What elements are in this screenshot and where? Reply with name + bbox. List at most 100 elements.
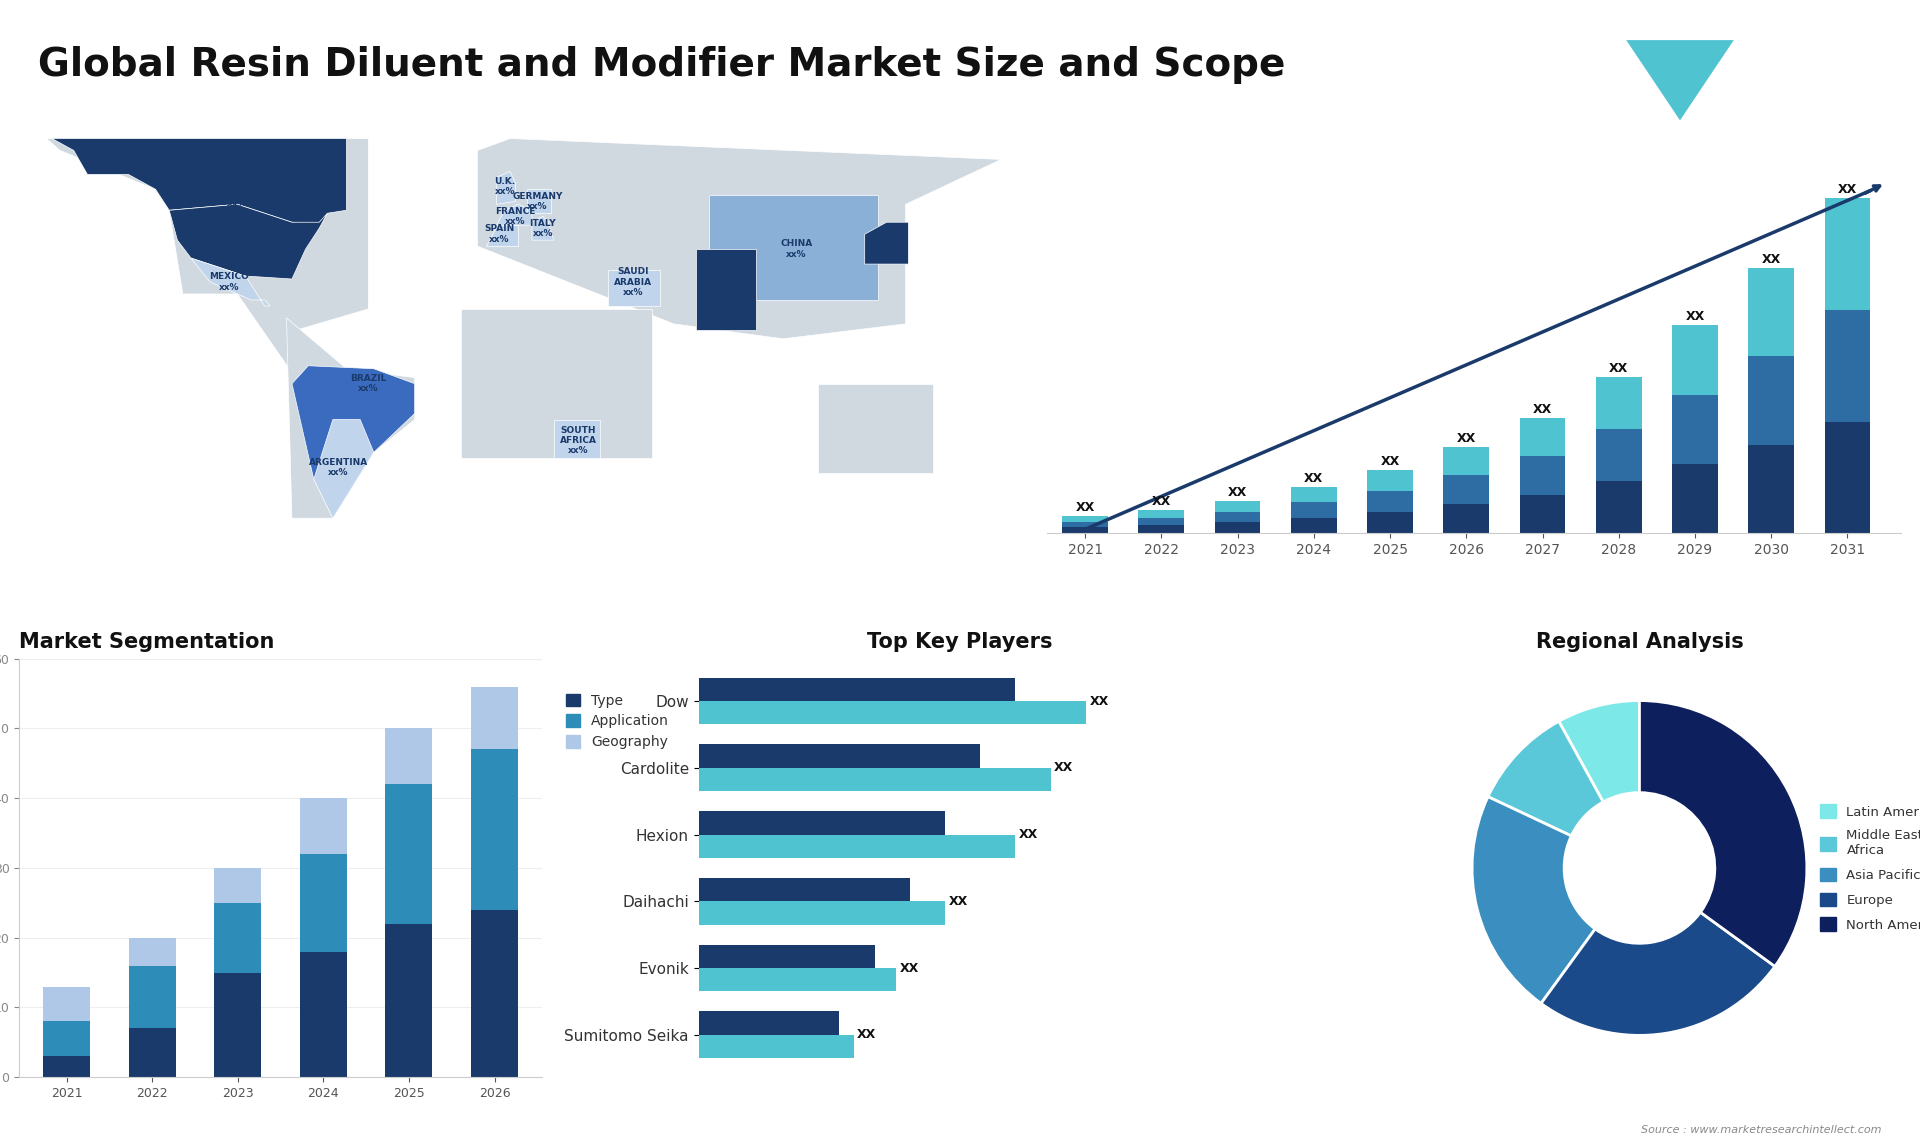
Bar <box>42 1021 90 1057</box>
Bar <box>215 973 261 1077</box>
Bar <box>1596 430 1642 481</box>
Bar <box>215 903 261 973</box>
Bar <box>699 968 897 991</box>
Bar <box>699 768 1050 791</box>
Bar <box>1062 521 1108 527</box>
Bar <box>1596 377 1642 430</box>
Text: XX: XX <box>856 1028 876 1042</box>
Polygon shape <box>52 139 346 228</box>
Bar <box>1749 356 1793 445</box>
Bar <box>1824 422 1870 533</box>
Text: Global Resin Diluent and Modifier Market Size and Scope: Global Resin Diluent and Modifier Market… <box>38 46 1286 84</box>
Text: XX: XX <box>1532 402 1551 416</box>
Text: XX: XX <box>1075 501 1094 513</box>
Bar <box>1444 504 1490 533</box>
Polygon shape <box>497 204 532 226</box>
Bar <box>1519 417 1565 456</box>
Bar <box>300 951 348 1077</box>
Text: Market Segmentation: Market Segmentation <box>19 631 275 652</box>
Bar <box>1519 495 1565 533</box>
Text: FRANCE
xx%: FRANCE xx% <box>495 206 536 226</box>
Bar <box>470 686 518 749</box>
Wedge shape <box>1473 796 1596 1004</box>
Text: XX: XX <box>1837 183 1857 196</box>
Bar <box>42 1057 90 1077</box>
Bar <box>1290 518 1336 533</box>
Text: JAPAN
xx%: JAPAN xx% <box>872 234 902 253</box>
Text: MARKET
RESEARCH
INTELLECT: MARKET RESEARCH INTELLECT <box>1753 45 1811 81</box>
Wedge shape <box>1488 721 1603 835</box>
Bar <box>1215 501 1260 511</box>
Bar <box>1290 487 1336 502</box>
Bar <box>699 944 876 968</box>
Bar <box>1215 511 1260 523</box>
Text: ITALY
xx%: ITALY xx% <box>530 219 557 238</box>
Polygon shape <box>553 419 601 458</box>
Bar <box>129 966 175 1028</box>
Text: XX: XX <box>1152 495 1171 508</box>
Text: CHINA
xx%: CHINA xx% <box>780 240 812 259</box>
Text: XX: XX <box>899 961 918 974</box>
Polygon shape <box>46 139 369 369</box>
Text: XX: XX <box>1609 362 1628 376</box>
Text: SPAIN
xx%: SPAIN xx% <box>484 225 515 244</box>
Bar <box>1672 464 1718 533</box>
Polygon shape <box>695 249 756 330</box>
Bar <box>386 784 432 924</box>
Wedge shape <box>1542 912 1774 1035</box>
Text: XX: XX <box>1089 694 1108 707</box>
Text: BRAZIL
xx%: BRAZIL xx% <box>349 374 386 393</box>
Text: XX: XX <box>1229 486 1248 499</box>
Bar <box>470 749 518 910</box>
Bar <box>1444 447 1490 476</box>
Bar <box>1444 476 1490 504</box>
Bar <box>699 1035 854 1058</box>
Text: GERMANY
xx%: GERMANY xx% <box>513 191 563 211</box>
Text: XX: XX <box>1304 472 1323 485</box>
Text: ARGENTINA
xx%: ARGENTINA xx% <box>309 457 369 477</box>
Text: XX: XX <box>1457 432 1476 445</box>
Text: MEXICO
xx%: MEXICO xx% <box>209 273 250 292</box>
Polygon shape <box>461 309 653 458</box>
Legend: Latin America, Middle East &
Africa, Asia Pacific, Europe, North America: Latin America, Middle East & Africa, Asi… <box>1814 798 1920 939</box>
Bar <box>699 745 981 768</box>
Bar <box>386 924 432 1077</box>
Polygon shape <box>1626 40 1734 120</box>
Legend: Type, Application, Geography: Type, Application, Geography <box>559 686 676 756</box>
Polygon shape <box>486 226 518 246</box>
Bar <box>42 987 90 1021</box>
Bar <box>699 701 1087 724</box>
Bar <box>1139 510 1185 518</box>
Title: Regional Analysis: Regional Analysis <box>1536 631 1743 652</box>
Title: Top Key Players: Top Key Players <box>868 631 1052 652</box>
Bar <box>470 910 518 1077</box>
Polygon shape <box>497 172 516 204</box>
Polygon shape <box>609 270 660 306</box>
Text: SOUTH
AFRICA
xx%: SOUTH AFRICA xx% <box>561 425 597 455</box>
Bar <box>386 729 432 784</box>
Bar <box>1824 198 1870 309</box>
Polygon shape <box>286 317 415 518</box>
Wedge shape <box>1640 700 1807 966</box>
Bar <box>300 854 348 951</box>
Bar <box>1290 502 1336 518</box>
Text: XX: XX <box>1054 761 1073 775</box>
Bar <box>1215 523 1260 533</box>
Bar <box>1519 456 1565 495</box>
Text: XX: XX <box>1380 455 1400 468</box>
Polygon shape <box>526 189 551 213</box>
Text: U.K.
xx%: U.K. xx% <box>493 176 515 196</box>
Bar <box>129 1028 175 1077</box>
Polygon shape <box>532 217 553 241</box>
Text: INDIA
xx%: INDIA xx% <box>714 278 743 298</box>
Polygon shape <box>708 195 877 300</box>
Text: U.S.
xx%: U.S. xx% <box>240 230 261 250</box>
Text: XX: XX <box>1020 829 1039 841</box>
Bar <box>1062 516 1108 521</box>
Bar <box>699 811 945 834</box>
Text: SAUDI
ARABIA
xx%: SAUDI ARABIA xx% <box>614 267 653 297</box>
Bar <box>1749 267 1793 356</box>
Bar <box>215 868 261 903</box>
Bar <box>1596 481 1642 533</box>
Bar <box>1749 445 1793 533</box>
